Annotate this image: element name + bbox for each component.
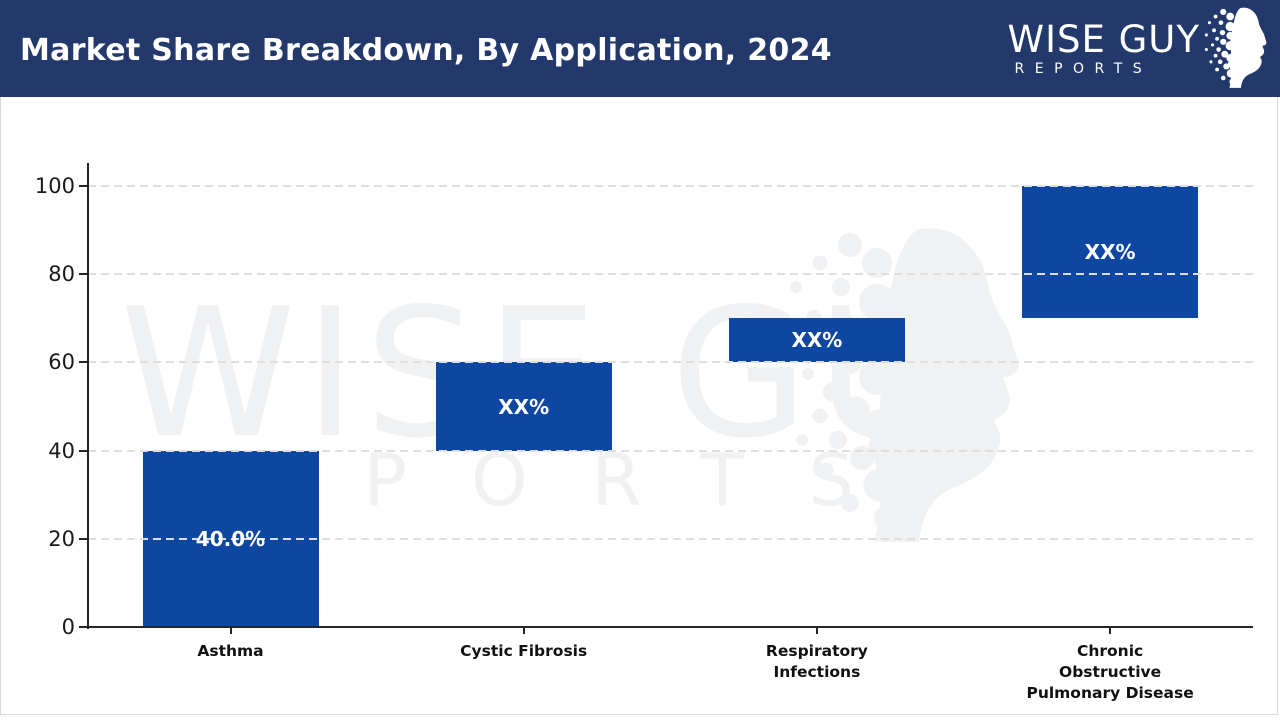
- x-axis-tick: [815, 627, 818, 634]
- logo-wordmark: WISE GUY: [1007, 18, 1200, 61]
- logo-subtext: REPORTS: [1014, 61, 1153, 77]
- x-axis-tick: [229, 627, 232, 634]
- bar-value-label: XX%: [791, 328, 843, 353]
- x-axis-line: [87, 626, 1253, 628]
- gridline-80: [88, 273, 1253, 276]
- bar-chronic: [1022, 186, 1199, 319]
- x-axis-tick: [522, 627, 525, 634]
- x-category-label: Asthma: [91, 641, 371, 662]
- x-category-label-line: Asthma: [197, 642, 264, 660]
- y-tick-label: 60: [48, 350, 75, 375]
- x-category-label-line: Cystic Fibrosis: [460, 642, 588, 660]
- x-category-label-line: Obstructive: [1059, 663, 1162, 681]
- y-axis-tick: [79, 361, 88, 364]
- logo-face-icon: [1204, 7, 1267, 88]
- y-axis-tick: [79, 626, 88, 628]
- y-axis-tick: [79, 449, 88, 452]
- y-tick-label: 80: [48, 262, 75, 287]
- wise-guy-reports-logo: WISE GUY REPORTS: [1008, 5, 1274, 91]
- y-axis-tick: [79, 185, 88, 187]
- y-tick-label: 20: [48, 526, 75, 551]
- y-axis-tick: [79, 537, 88, 540]
- x-category-label: Chronic Obstructive Pulmonary Disease: [970, 641, 1250, 704]
- logo-text: WISE GUY REPORTS: [1007, 18, 1200, 78]
- y-tick-label: 0: [61, 615, 75, 639]
- y-axis-tick: [79, 273, 88, 276]
- x-category-label-line: Pulmonary Disease: [1026, 684, 1194, 702]
- bar-value-label: XX%: [1084, 240, 1136, 265]
- chart-title: Market Share Breakdown, By Application, …: [20, 33, 832, 68]
- bar-cystic-fibrosis: [435, 362, 612, 451]
- gridline-60: [88, 361, 1253, 364]
- y-tick-label: 100: [34, 174, 75, 198]
- y-tick-label: 40: [48, 438, 75, 463]
- header-band: Market Share Breakdown, By Application, …: [0, 0, 1280, 97]
- gridline-20: [88, 537, 1253, 540]
- x-category-label-line: Respiratory: [765, 642, 868, 660]
- x-category-label-line: Chronic: [1076, 642, 1144, 660]
- x-category-label: Respiratory Infections: [677, 641, 957, 683]
- bar-value-label: XX%: [498, 394, 550, 419]
- x-category-label-line: Infections: [773, 663, 861, 681]
- bar-value-label: 40.0%: [195, 526, 266, 551]
- x-category-label: Cystic Fibrosis: [384, 641, 664, 662]
- gridline-40: [88, 449, 1253, 452]
- gridline-100: [88, 185, 1253, 187]
- y-axis-line: [87, 163, 89, 629]
- x-axis-tick: [1109, 627, 1112, 634]
